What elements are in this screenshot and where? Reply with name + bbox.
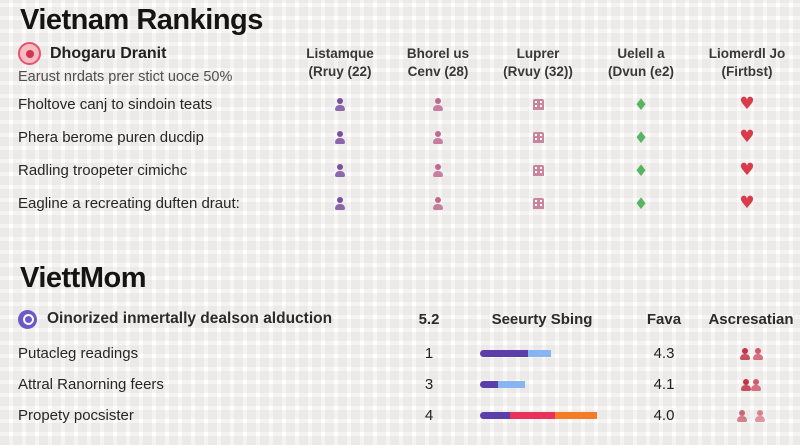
- person-icon: [741, 379, 751, 391]
- progress-bar: [480, 381, 626, 388]
- column-header-line1: Bhorel us: [406, 46, 470, 61]
- table-row: Phera berome puren ducdip ♦ ♥: [0, 121, 800, 154]
- row-label: Propety pocsister: [18, 407, 134, 424]
- bar-segment: [528, 350, 551, 357]
- bar-segment: [480, 412, 510, 419]
- heart-icon: ♥: [739, 94, 755, 114]
- person-icon: [335, 98, 346, 111]
- bar-segment: [555, 412, 597, 419]
- compass-badge-icon: [18, 309, 37, 329]
- building-icon: [532, 132, 544, 143]
- rating-value: 4.1: [653, 376, 675, 393]
- heart-icon: ♥: [739, 160, 755, 180]
- row-value: 4: [424, 407, 434, 424]
- viettmom-subtitle-label: Oinorized inmertally dealson alduction: [47, 310, 333, 327]
- column-header: Bhorel us Cenv (28): [388, 42, 488, 85]
- bar-segment: [480, 350, 528, 357]
- column-header-line1: Uelell a: [617, 46, 665, 61]
- person-icon: [753, 348, 763, 360]
- target-badge-icon: [18, 42, 41, 65]
- progress-bar: [480, 350, 626, 357]
- row-label: Phera berome puren ducdip: [18, 129, 204, 146]
- row-value: 1: [424, 345, 434, 362]
- column-header-line2: (Rruy (22): [308, 64, 372, 80]
- column-header: Luprer (Rvuy (32)): [488, 42, 588, 85]
- column-header-line2: (Firtbst): [721, 64, 773, 80]
- progress-bar: [480, 412, 626, 419]
- heart-icon: ♥: [739, 193, 755, 213]
- heart-icon: ♥: [739, 127, 755, 147]
- person-icon: [335, 197, 346, 210]
- column-header-num: 5.2: [418, 310, 440, 328]
- person-icon: [433, 164, 444, 177]
- diamond-icon: ♦: [633, 160, 649, 180]
- table-row: Eagline a recreating duften draut: ♦ ♥: [0, 187, 800, 220]
- column-header-line2: Cenv (28): [407, 64, 469, 80]
- row-label: Fholtove canj to sindoin teats: [18, 96, 213, 113]
- person-icon: [751, 379, 761, 391]
- source-tagline: Earust nrdats prer stict uoce 50%: [18, 69, 233, 85]
- rankings-header-row: Dhogaru Dranit Earust nrdats prer stict …: [0, 42, 800, 85]
- rating-value: 4.0: [653, 407, 675, 424]
- table-row: Fholtove canj to sindoin teats ♦ ♥: [0, 88, 800, 121]
- rankings-source: Dhogaru Dranit Earust nrdats prer stict …: [0, 42, 292, 85]
- column-header-line2: (Dvun (e2): [607, 64, 674, 80]
- person-icon: [755, 410, 765, 422]
- people-icon: [702, 410, 800, 422]
- column-header-bar: Seeurty Sbing: [491, 310, 593, 328]
- viettmom-subtitle: Oinorized inmertally dealson alduction: [0, 309, 400, 329]
- bar-segment: [498, 381, 525, 388]
- row-value: 3: [424, 376, 434, 393]
- viettmom-rows: Putacleg readings 1 4.3 Attral Ranorning…: [0, 338, 800, 431]
- diamond-icon: ♦: [633, 127, 649, 147]
- people-icon: [702, 348, 800, 360]
- column-header-people: Ascresatian: [708, 310, 794, 328]
- column-header-line1: Listamque: [306, 46, 374, 61]
- building-icon: [532, 198, 544, 209]
- building-icon: [532, 165, 544, 176]
- person-icon: [433, 131, 444, 144]
- building-icon: [532, 99, 544, 110]
- row-label: Attral Ranorning feers: [18, 376, 164, 393]
- table-row: Radling troopeter cimichc ♦ ♥: [0, 154, 800, 187]
- person-icon: [335, 131, 346, 144]
- row-label: Eagline a recreating duften draut:: [18, 195, 240, 212]
- diamond-icon: ♦: [633, 94, 649, 114]
- column-header-line1: Liomerdl Jo: [708, 46, 786, 61]
- person-icon: [433, 197, 444, 210]
- rankings-title: Vietnam Rankings: [20, 4, 263, 36]
- rankings-rows: Fholtove canj to sindoin teats ♦ ♥ Phera…: [0, 88, 800, 220]
- column-header: Liomerdl Jo (Firtbst): [694, 42, 800, 85]
- bar-segment: [480, 381, 498, 388]
- row-label: Putacleg readings: [18, 345, 139, 362]
- table-row: Putacleg readings 1 4.3: [0, 338, 800, 369]
- column-header-rating: Fava: [646, 310, 682, 328]
- bar-segment: [510, 412, 555, 419]
- viettmom-title: ViettMom: [20, 262, 146, 294]
- person-icon: [740, 348, 750, 360]
- rating-value: 4.3: [653, 345, 675, 362]
- column-header: Uelell a (Dvun (e2): [588, 42, 694, 85]
- column-header: Listamque (Rruy (22): [292, 42, 388, 85]
- table-row: Propety pocsister 4 4.0: [0, 400, 800, 431]
- column-header-line2: (Rvuy (32)): [503, 64, 573, 80]
- column-header-line1: Luprer: [516, 46, 560, 61]
- table-row: Attral Ranorning feers 3 4.1: [0, 369, 800, 400]
- diamond-icon: ♦: [633, 193, 649, 213]
- person-icon: [433, 98, 444, 111]
- source-name: Dhogaru Dranit: [50, 44, 167, 62]
- person-icon: [335, 164, 346, 177]
- people-icon: [702, 379, 800, 391]
- person-icon: [737, 410, 747, 422]
- viettmom-header-row: Oinorized inmertally dealson alduction 5…: [0, 305, 800, 333]
- row-label: Radling troopeter cimichc: [18, 162, 188, 179]
